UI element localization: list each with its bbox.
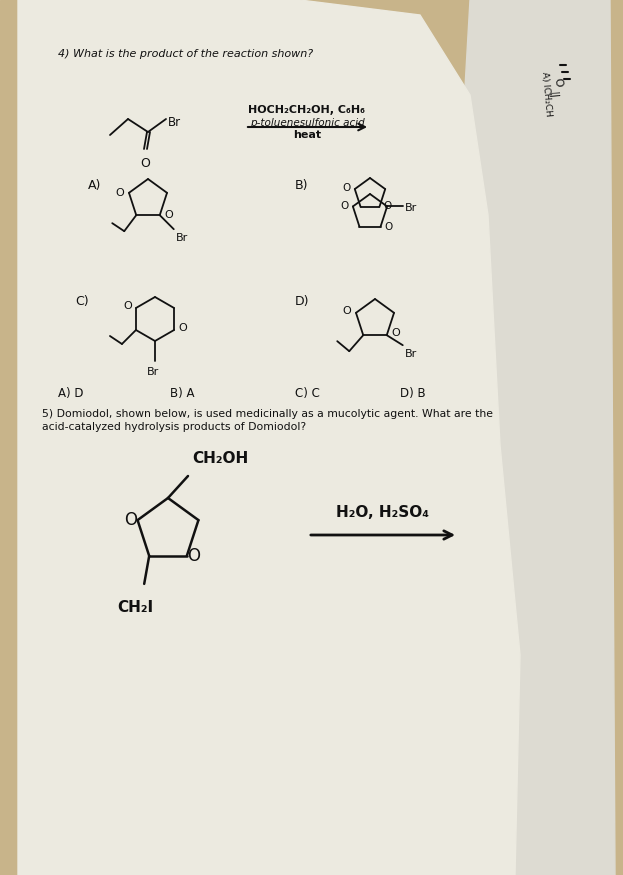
Text: Br: Br	[405, 204, 417, 213]
Text: B): B)	[295, 179, 308, 192]
Text: CH₂I: CH₂I	[117, 600, 153, 615]
Text: A) ICH₂CH: A) ICH₂CH	[540, 72, 553, 117]
Text: O: O	[343, 183, 351, 193]
Text: O: O	[188, 547, 201, 565]
Text: CH₂OH: CH₂OH	[192, 451, 248, 466]
Text: Br: Br	[168, 116, 181, 129]
Text: O: O	[115, 188, 124, 198]
Text: A): A)	[88, 179, 102, 192]
Text: heat: heat	[293, 130, 321, 140]
Text: C): C)	[75, 295, 88, 308]
Text: O: O	[123, 301, 132, 311]
Text: O: O	[140, 157, 150, 170]
Text: HOCH₂CH₂OH, C₆H₆: HOCH₂CH₂OH, C₆H₆	[249, 105, 366, 115]
Polygon shape	[460, 0, 615, 875]
Text: D) B: D) B	[400, 387, 426, 400]
Text: C) C: C) C	[295, 387, 320, 400]
Text: acid-catalyzed hydrolysis products of Domiodol?: acid-catalyzed hydrolysis products of Do…	[42, 422, 306, 432]
Text: O: O	[552, 77, 563, 87]
Text: O: O	[124, 511, 137, 529]
Text: p-toluenesulfonic acid: p-toluenesulfonic acid	[250, 118, 364, 128]
Text: O: O	[341, 201, 349, 212]
Text: D): D)	[295, 295, 310, 308]
Text: O: O	[164, 210, 174, 220]
Text: 5) Domiodol, shown below, is used medicinally as a mucolytic agent. What are the: 5) Domiodol, shown below, is used medici…	[42, 409, 493, 419]
Text: Br: Br	[405, 349, 417, 359]
Text: O: O	[383, 201, 392, 211]
Text: Br: Br	[147, 367, 159, 377]
Text: O: O	[342, 306, 351, 316]
Text: A) D: A) D	[58, 387, 83, 400]
Text: B) A: B) A	[170, 387, 194, 400]
Text: O: O	[384, 221, 393, 232]
Polygon shape	[18, 0, 520, 875]
Text: O: O	[178, 323, 187, 333]
Text: O: O	[392, 328, 401, 338]
Text: 4) What is the product of the reaction shown?: 4) What is the product of the reaction s…	[58, 49, 313, 59]
Text: H₂O, H₂SO₄: H₂O, H₂SO₄	[336, 505, 429, 520]
Text: Br: Br	[176, 233, 188, 243]
Text: ||: ||	[548, 91, 559, 100]
